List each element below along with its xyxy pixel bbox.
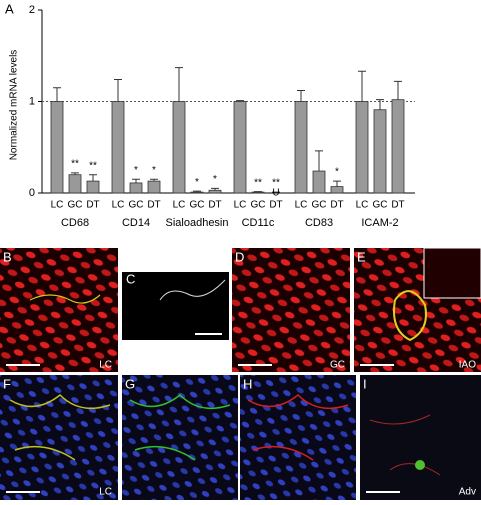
panel-caption: LC — [99, 487, 112, 498]
series-label: GC — [129, 200, 144, 211]
bar — [356, 102, 368, 194]
significance-label: ** — [254, 177, 262, 188]
error-bar — [114, 80, 122, 102]
error-bar — [358, 71, 366, 101]
category-label: CD11c — [242, 217, 275, 229]
y-tick-label: 2 — [29, 4, 35, 16]
bar — [392, 100, 404, 193]
bar — [295, 102, 307, 194]
error-bar — [297, 91, 305, 102]
series-label: LC — [234, 200, 247, 211]
panel-caption: LC — [99, 360, 112, 371]
panel-letter: H — [243, 376, 252, 391]
micrograph — [232, 248, 350, 372]
bar — [173, 102, 185, 194]
series-label: GC — [190, 200, 205, 211]
series-label: GC — [312, 200, 327, 211]
micrograph — [0, 375, 118, 500]
error-bar — [394, 81, 402, 99]
panel-caption: GC — [330, 360, 345, 371]
category-label: Sialoadhesin — [166, 217, 229, 229]
bar — [191, 192, 203, 193]
panel-label: A — [5, 1, 14, 16]
significance-label: * — [195, 177, 199, 188]
series-label: DT — [147, 200, 160, 211]
error-bar — [175, 68, 183, 102]
series-label: LC — [51, 200, 64, 211]
bar — [112, 102, 124, 194]
micrograph — [122, 272, 229, 340]
micrograph-panels — [0, 248, 481, 500]
panel-letter: D — [235, 249, 244, 264]
series-label: DT — [208, 200, 221, 211]
series-label: GC — [373, 200, 388, 211]
inset — [424, 248, 481, 298]
significance-label: * — [134, 165, 138, 176]
micrograph — [0, 248, 118, 372]
category-label: CD83 — [305, 217, 333, 229]
bar — [374, 110, 386, 193]
series-label: DT — [269, 200, 282, 211]
panel-caption: Adv — [459, 487, 476, 498]
bar — [148, 181, 160, 193]
bar — [252, 192, 264, 193]
series-label: LC — [173, 200, 186, 211]
bar — [130, 183, 142, 193]
bar — [51, 102, 63, 194]
significance-label: * — [213, 174, 217, 185]
bar — [331, 187, 343, 193]
y-tick-label: 1 — [29, 95, 35, 107]
cell — [415, 460, 425, 470]
series-label: LC — [356, 200, 369, 211]
y-axis-label: Normalized mRNA levels — [9, 50, 20, 161]
bar — [69, 175, 81, 193]
panel-letter: C — [126, 271, 135, 286]
error-bar — [333, 181, 341, 186]
micrograph — [240, 375, 356, 500]
series-label: DT — [86, 200, 99, 211]
panel-letter: E — [357, 249, 366, 264]
bar — [209, 190, 221, 193]
bar — [87, 181, 99, 193]
category-label: CD14 — [122, 217, 150, 229]
y-tick-label: 0 — [29, 187, 35, 199]
panel-caption: IAO — [459, 360, 476, 371]
panel-letter: G — [125, 376, 135, 391]
error-bar — [53, 88, 61, 102]
panel-letter: I — [363, 376, 367, 391]
bar — [234, 102, 246, 194]
panel-letter: F — [3, 376, 11, 391]
series-label: GC — [68, 200, 83, 211]
micrograph — [122, 375, 238, 500]
category-label: ICAM-2 — [361, 217, 398, 229]
significance-label: * — [335, 167, 339, 178]
significance-label: * — [152, 165, 156, 176]
category-label: CD68 — [61, 217, 89, 229]
series-label: LC — [295, 200, 308, 211]
error-bar — [132, 179, 140, 183]
significance-label: ** — [89, 160, 97, 171]
micrograph — [360, 375, 481, 500]
series-label: DT — [330, 200, 343, 211]
series-label: LC — [112, 200, 125, 211]
panel-letter: B — [3, 249, 12, 264]
error-bar — [89, 175, 97, 181]
significance-label: U — [272, 188, 279, 199]
significance-label: ** — [71, 159, 79, 170]
error-bar — [315, 151, 323, 171]
series-label: GC — [251, 200, 266, 211]
series-label: DT — [391, 200, 404, 211]
bar — [313, 171, 325, 193]
